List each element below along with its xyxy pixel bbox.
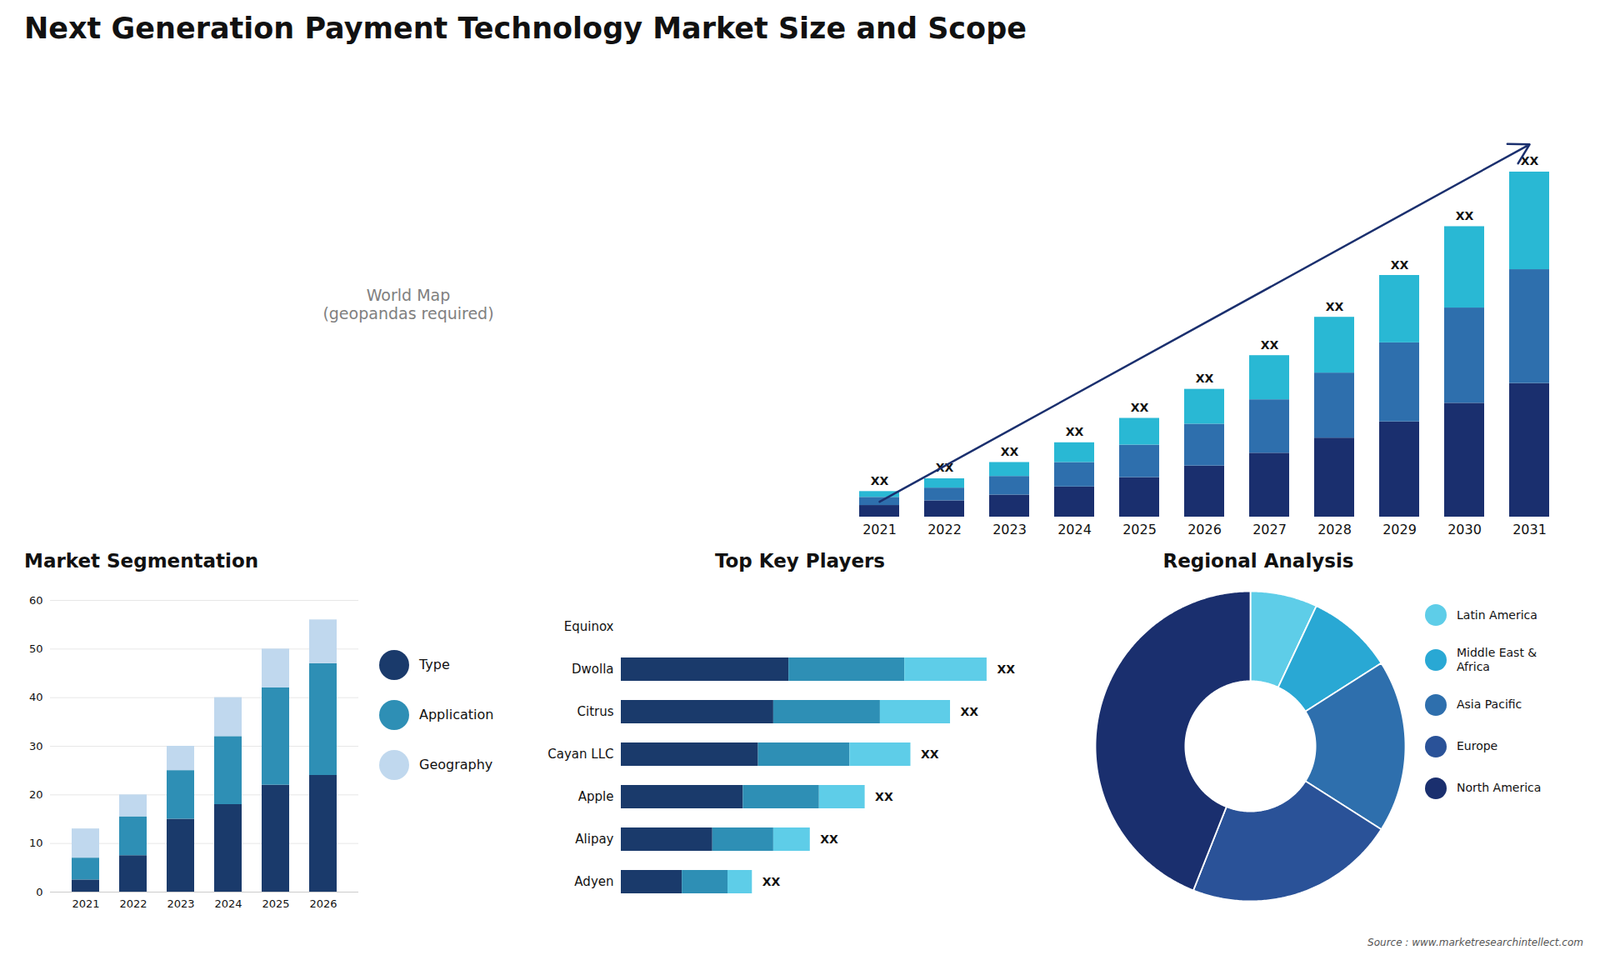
svg-text:2024: 2024 <box>1057 521 1092 538</box>
html-text:Market Segmentation: Market Segmentation <box>24 550 259 572</box>
svg-text:2028: 2028 <box>1317 521 1352 538</box>
svg-text:2025: 2025 <box>1122 521 1157 538</box>
svg-text:Adyen: Adyen <box>574 874 614 890</box>
svg-text:2024: 2024 <box>214 897 242 910</box>
html-text:North America: North America <box>1456 781 1542 795</box>
html-text:Next Generation Payment Techno: Next Generation Payment Technology Marke… <box>24 11 1027 45</box>
svg-text:2022: 2022 <box>119 897 147 910</box>
svg-text:2030: 2030 <box>1447 521 1482 538</box>
svg-text:XX: XX <box>1000 445 1020 459</box>
svg-text:XX: XX <box>1390 258 1410 272</box>
svg-text:Apple: Apple <box>578 789 615 805</box>
html-text:World Map (geopandas required): World Map (geopandas required) <box>322 285 494 323</box>
svg-text:XX: XX <box>935 461 954 475</box>
html-text:Application: Application <box>419 707 494 723</box>
svg-text:Cayan LLC: Cayan LLC <box>547 746 614 762</box>
svg-text:2023: 2023 <box>992 521 1027 538</box>
html-text:Asia Pacific: Asia Pacific <box>1456 697 1522 711</box>
svg-text:XX: XX <box>820 832 839 846</box>
svg-text:2026: 2026 <box>1187 521 1222 538</box>
svg-text:10: 10 <box>29 836 44 850</box>
svg-text:XX: XX <box>875 790 894 804</box>
svg-text:2021: 2021 <box>71 897 100 910</box>
svg-text:XX: XX <box>1195 371 1215 385</box>
svg-text:2031: 2031 <box>1512 521 1547 538</box>
html-text:Middle East & Africa: Middle East & Africa <box>1456 645 1537 674</box>
svg-text:2021: 2021 <box>862 521 897 538</box>
html-text:Geography: Geography <box>419 757 493 773</box>
svg-text:XX: XX <box>920 747 940 761</box>
svg-text:XX: XX <box>996 662 1015 676</box>
svg-text:Dwolla: Dwolla <box>571 661 615 677</box>
svg-text:XX: XX <box>1130 400 1150 415</box>
html-text:Source : www.marketresearchint: Source : www.marketresearchintellect.com <box>1367 936 1584 949</box>
svg-text:Citrus: Citrus <box>576 704 614 720</box>
svg-text:Alipay: Alipay <box>575 831 614 847</box>
svg-text:2023: 2023 <box>166 897 195 910</box>
svg-text:2022: 2022 <box>927 521 962 538</box>
svg-text:XX: XX <box>1325 300 1345 314</box>
html-text:Top Key Players: Top Key Players <box>714 550 885 572</box>
svg-text:XX: XX <box>1455 209 1475 223</box>
svg-text:2029: 2029 <box>1382 521 1417 538</box>
svg-text:2025: 2025 <box>261 897 290 910</box>
svg-text:20: 20 <box>29 788 44 801</box>
html-text:Regional Analysis: Regional Analysis <box>1162 550 1354 572</box>
svg-text:XX: XX <box>1520 154 1539 168</box>
svg-text:Equinox: Equinox <box>564 619 615 635</box>
svg-text:30: 30 <box>29 740 44 753</box>
svg-text:XX: XX <box>1260 338 1280 352</box>
svg-text:XX: XX <box>762 875 781 889</box>
svg-text:XX: XX <box>960 705 980 719</box>
svg-text:2026: 2026 <box>309 897 337 910</box>
html-text:Type: Type <box>419 657 450 673</box>
html-text:Latin America: Latin America <box>1456 608 1538 622</box>
html-text:Europe: Europe <box>1456 739 1498 753</box>
svg-text:40: 40 <box>29 690 44 704</box>
svg-text:0: 0 <box>35 885 43 899</box>
svg-text:2027: 2027 <box>1252 521 1287 538</box>
svg-text:XX: XX <box>1065 425 1085 439</box>
svg-text:60: 60 <box>29 594 44 607</box>
svg-text:XX: XX <box>870 474 890 488</box>
svg-text:50: 50 <box>29 642 44 655</box>
